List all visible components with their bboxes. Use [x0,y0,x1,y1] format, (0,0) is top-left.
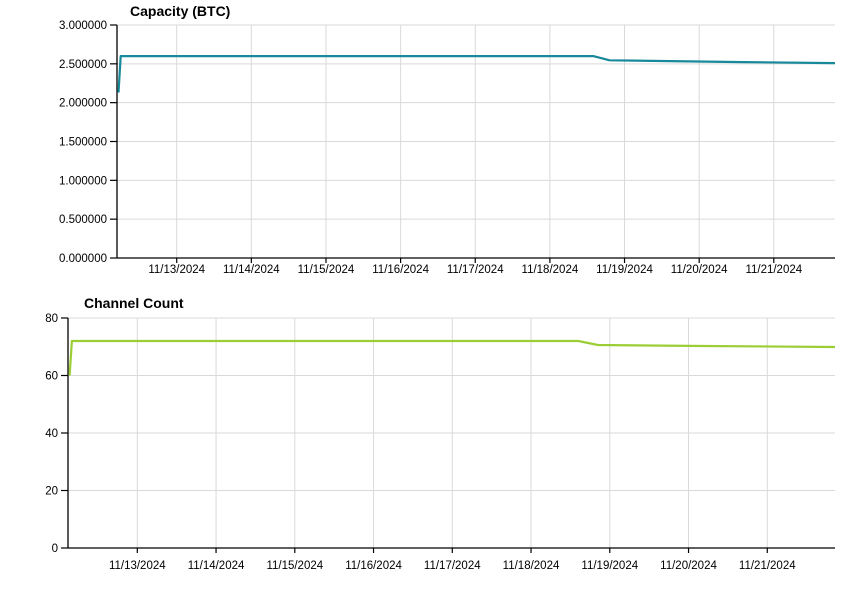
x-tick-label: 11/20/2024 [671,264,728,276]
x-tick-label: 11/21/2024 [739,560,796,572]
capacity-chart-title: Capacity (BTC) [130,3,231,19]
gridlines [117,24,835,259]
x-tick-label: 11/17/2024 [424,560,481,572]
x-tick-label: 11/15/2024 [298,264,355,276]
y-tick-label: 3.000000 [59,20,107,32]
y-tick-label: 0.000000 [59,253,107,265]
x-tick-label: 11/14/2024 [188,560,245,572]
capacity-chart-canvas: 11/13/2024 11/14/2024 11/15/2024 11/16/2024… [59,20,836,276]
tick-labels: 11/13/2024 11/14/2024 11/15/2024 11/16/2024… [59,20,803,276]
channel-count-chart-title: Channel Count [84,295,184,311]
y-tick-label: 0 [52,543,58,555]
x-tick-label: 11/20/2024 [660,560,717,572]
x-tick-label: 11/17/2024 [447,264,504,276]
x-tick-label: 11/14/2024 [223,264,280,276]
y-tick-label: 40 [45,428,58,440]
series-line [117,54,836,93]
x-tick-label: 11/16/2024 [345,560,402,572]
y-tick-label: 1.000000 [59,175,107,187]
x-tick-label: 11/16/2024 [372,264,429,276]
gridlines [68,317,835,549]
y-tick-label: 60 [45,371,58,383]
y-tick-label: 0.500000 [59,214,107,226]
y-tick-label: 2.000000 [59,98,107,110]
x-tick-label: 11/18/2024 [503,560,560,572]
x-tick-label: 11/19/2024 [596,264,653,276]
y-tick-label: 80 [45,313,58,325]
channel-count-chart-canvas: 11/13/2024 11/14/2024 11/15/2024 11/16/2024… [45,313,836,572]
series-line [68,339,836,376]
tick-marks [61,317,768,553]
x-tick-label: 11/15/2024 [266,560,323,572]
tick-marks [110,24,775,263]
x-tick-label: 11/13/2024 [148,264,205,276]
x-tick-label: 11/19/2024 [581,560,638,572]
y-tick-label: 2.500000 [59,59,107,71]
tick-labels: 11/13/2024 11/14/2024 11/15/2024 11/16/2024… [45,313,796,572]
y-tick-label: 20 [45,486,58,498]
y-tick-label: 1.500000 [59,137,107,149]
x-tick-label: 11/18/2024 [522,264,579,276]
x-tick-label: 11/13/2024 [109,560,166,572]
x-tick-label: 11/21/2024 [745,264,802,276]
